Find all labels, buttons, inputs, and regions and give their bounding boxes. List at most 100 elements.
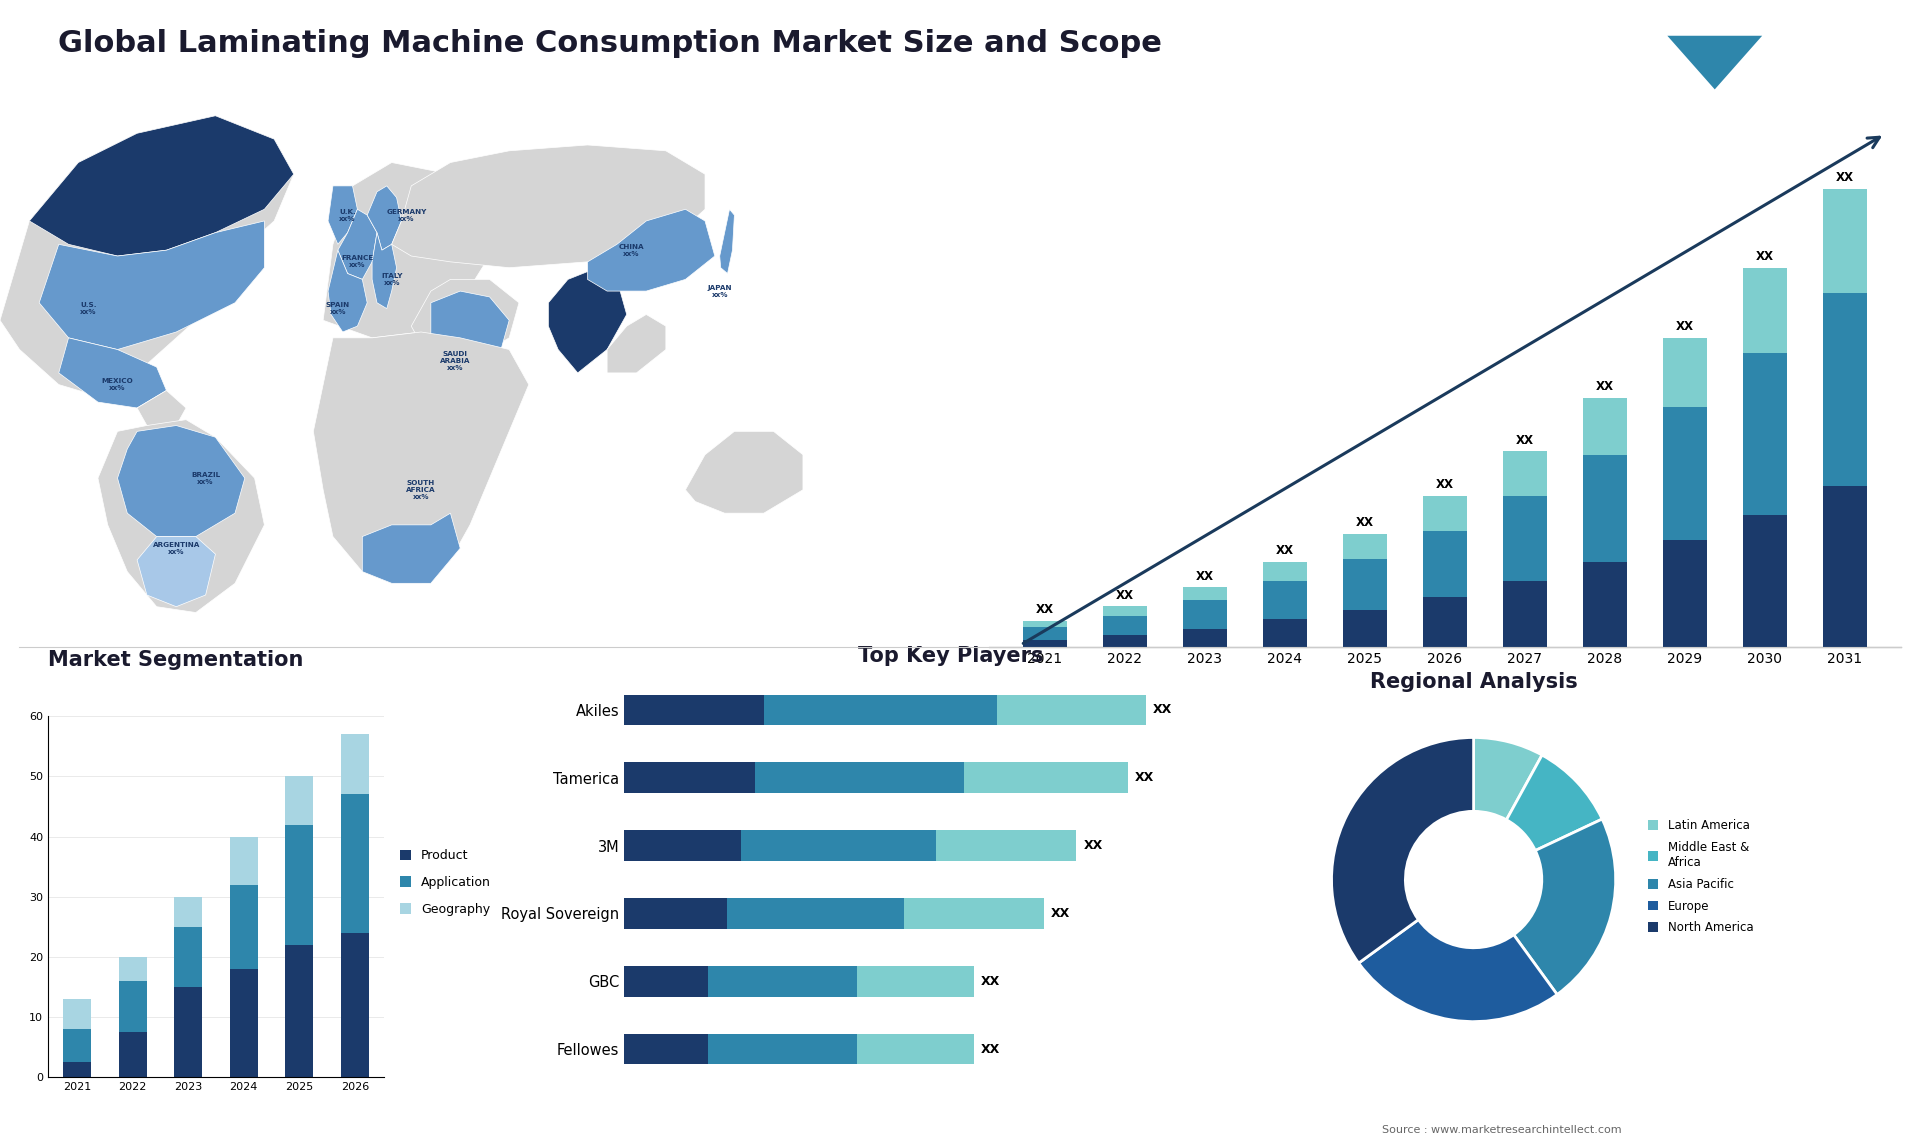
Bar [1183, 628, 1227, 647]
Polygon shape [372, 233, 397, 308]
Bar [1822, 293, 1866, 486]
Bar [119, 1033, 146, 1077]
Title: Top Key Players: Top Key Players [858, 646, 1043, 666]
Wedge shape [1473, 738, 1542, 819]
Bar [937, 831, 1077, 861]
Bar [119, 957, 146, 981]
Bar [119, 981, 146, 1033]
Bar [286, 944, 313, 1077]
Text: XX: XX [1035, 603, 1054, 615]
Bar [708, 1034, 856, 1065]
Bar [904, 898, 1044, 928]
Bar [1503, 452, 1548, 496]
Bar [1183, 601, 1227, 628]
Bar [624, 1034, 708, 1065]
Bar [63, 999, 90, 1029]
Bar [755, 762, 964, 793]
Polygon shape [117, 425, 246, 536]
Text: XX: XX [1083, 839, 1102, 853]
Bar [175, 896, 202, 927]
Text: XX: XX [981, 975, 1000, 988]
Bar [342, 933, 369, 1077]
Bar [342, 735, 369, 794]
Polygon shape [29, 116, 294, 256]
Bar [342, 794, 369, 933]
Bar [624, 831, 741, 861]
Bar [1102, 635, 1146, 647]
Bar [1423, 531, 1467, 597]
Polygon shape [328, 250, 367, 332]
Bar [1743, 268, 1788, 353]
Polygon shape [323, 163, 490, 338]
Polygon shape [607, 314, 666, 372]
Text: INDIA
xx%: INDIA xx% [582, 337, 605, 351]
Bar [726, 898, 904, 928]
Bar [1023, 627, 1068, 639]
Bar [624, 694, 764, 725]
Bar [1342, 534, 1386, 559]
Legend: Product, Application, Geography: Product, Application, Geography [399, 849, 492, 916]
Bar [1102, 606, 1146, 615]
Polygon shape [313, 332, 528, 583]
Polygon shape [136, 391, 186, 425]
Legend: Latin America, Middle East &
Africa, Asia Pacific, Europe, North America: Latin America, Middle East & Africa, Asi… [1647, 819, 1753, 934]
Bar [624, 898, 726, 928]
Text: XX: XX [1836, 172, 1855, 185]
Polygon shape [392, 146, 705, 268]
Bar [1582, 455, 1626, 563]
Text: ARGENTINA
xx%: ARGENTINA xx% [152, 542, 200, 555]
Polygon shape [588, 210, 714, 291]
Bar [1663, 338, 1707, 407]
Wedge shape [1332, 738, 1475, 963]
Text: Source : www.marketresearchintellect.com: Source : www.marketresearchintellect.com [1382, 1124, 1622, 1135]
Text: MEXICO
xx%: MEXICO xx% [102, 378, 132, 391]
Wedge shape [1513, 819, 1615, 995]
Bar [624, 966, 708, 997]
Text: FRANCE
xx%: FRANCE xx% [342, 256, 374, 268]
Title: Regional Analysis: Regional Analysis [1369, 672, 1578, 692]
Bar [1263, 563, 1308, 581]
Bar [764, 694, 996, 725]
Text: BRAZIL
xx%: BRAZIL xx% [192, 472, 221, 485]
Text: XX: XX [1755, 250, 1774, 264]
Text: GERMANY
xx%: GERMANY xx% [386, 209, 426, 221]
Text: SPAIN
xx%: SPAIN xx% [326, 303, 349, 315]
Polygon shape [0, 116, 294, 397]
Text: XX: XX [1275, 544, 1294, 557]
Bar [175, 987, 202, 1077]
Bar [1743, 353, 1788, 515]
Polygon shape [328, 186, 357, 244]
Text: XX: XX [1154, 704, 1173, 716]
Text: ITALY
xx%: ITALY xx% [380, 273, 403, 285]
Text: XX: XX [1676, 320, 1693, 333]
Polygon shape [363, 513, 461, 583]
Bar [1342, 559, 1386, 610]
Polygon shape [136, 536, 215, 606]
Bar [1102, 615, 1146, 635]
Polygon shape [430, 291, 509, 372]
Text: CHINA
xx%: CHINA xx% [618, 244, 645, 257]
Bar [1423, 496, 1467, 531]
Text: SOUTH
AFRICA
xx%: SOUTH AFRICA xx% [407, 480, 436, 500]
Bar [1503, 581, 1548, 647]
Bar [856, 966, 973, 997]
Bar [996, 694, 1146, 725]
Polygon shape [1667, 36, 1763, 89]
Text: XX: XX [1196, 570, 1213, 582]
Text: XX: XX [1050, 906, 1069, 920]
Bar [1423, 597, 1467, 647]
Bar [1263, 619, 1308, 647]
Bar [741, 831, 937, 861]
Bar [1663, 540, 1707, 647]
Bar [1663, 407, 1707, 540]
Text: CANADA
xx%: CANADA xx% [119, 203, 154, 215]
Polygon shape [338, 210, 376, 280]
Polygon shape [98, 419, 265, 612]
Bar [286, 777, 313, 825]
Bar [1582, 398, 1626, 455]
Text: XX: XX [1135, 771, 1154, 784]
Bar [1503, 496, 1548, 581]
Bar [175, 927, 202, 987]
Bar [286, 825, 313, 944]
Bar [63, 1029, 90, 1062]
